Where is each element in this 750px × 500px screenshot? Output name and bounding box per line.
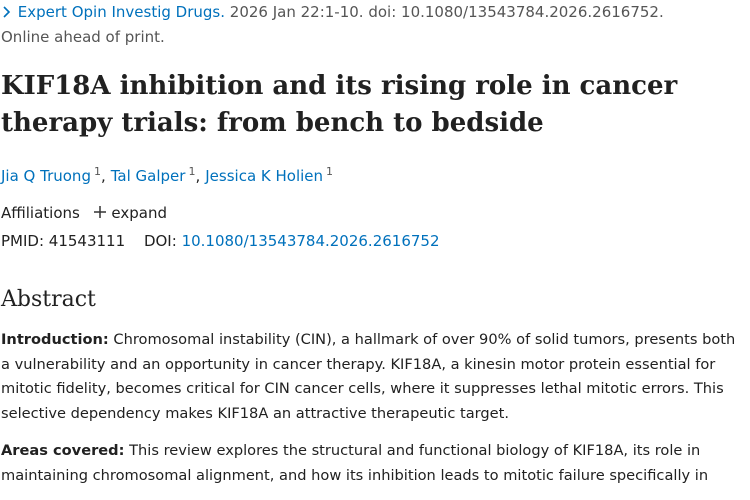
section-text: Chromosomal instability (CIN), a hallmar…	[1, 331, 736, 423]
chevron-icon	[3, 6, 11, 18]
author: Jia Q Truong 1	[1, 165, 111, 185]
author: Jessica K Holien 1	[205, 165, 334, 185]
plus-icon[interactable]	[93, 205, 107, 219]
author-link[interactable]: Jessica K Holien	[205, 167, 324, 185]
author: Tal Galper 1	[110, 165, 206, 185]
abstract-section: Introduction: Chromosomal instability (C…	[1, 328, 747, 427]
doi-link[interactable]: 10.1080/13543784.2026.2616752	[181, 232, 440, 250]
affiliation-number[interactable]: 1	[93, 165, 101, 178]
publication-status: Online ahead of print.	[1, 28, 165, 46]
author-link[interactable]: Jia Q Truong	[1, 167, 91, 185]
pmid: 41543111	[48, 232, 126, 250]
section-label: Introduction:	[1, 331, 109, 348]
section-text: This review explores the structural and …	[1, 441, 709, 484]
affiliations-label: Affiliations	[1, 204, 80, 222]
affiliations-row: Affiliations expand	[1, 204, 167, 222]
author-link[interactable]: Tal Galper	[110, 167, 186, 185]
abstract-heading: Abstract	[1, 287, 96, 312]
abstract-body: Introduction: Chromosomal instability (C…	[1, 328, 747, 500]
journal-link[interactable]: Expert Opin Investig Drugs.	[17, 3, 225, 21]
doi-label: DOI:	[143, 232, 177, 250]
section-label: Areas covered:	[1, 441, 125, 459]
article-title: KIF18A inhibition and its rising role in…	[1, 71, 678, 138]
author-list: Jia Q Truong1Tal Galper1Jessica K Holien…	[1, 165, 333, 185]
pmid-label: PMID:	[1, 232, 45, 250]
citation-line: Expert Opin Investig Drugs. 2026 Jan 22:…	[1, 3, 664, 21]
identifiers-row: PMID: 41543111 DOI: 10.1080/13543784.202…	[1, 232, 440, 250]
affiliation-number[interactable]: 1	[188, 165, 196, 178]
affiliation-number[interactable]: 1	[326, 165, 334, 178]
citation-details: 2026 Jan 22:1-10. doi: 10.1080/13543784.…	[229, 3, 664, 21]
expand-toggle[interactable]: expand	[111, 204, 167, 222]
abstract-section: Areas covered: This review explores the …	[1, 439, 747, 488]
